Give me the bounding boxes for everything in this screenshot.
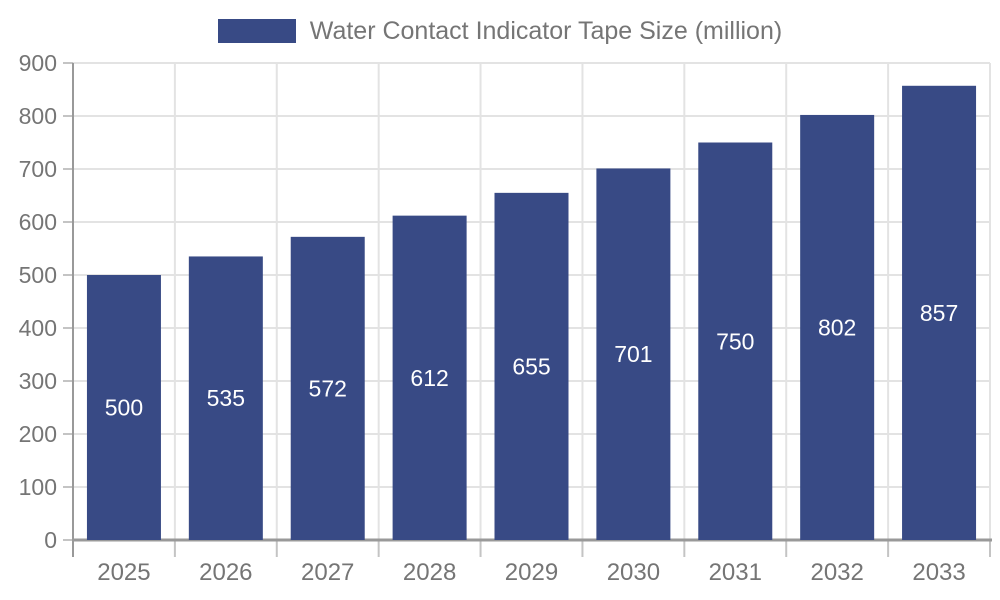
bar-value-label-2029: 655 (512, 353, 550, 379)
bar-2028[interactable] (392, 215, 467, 540)
legend-swatch (217, 19, 296, 43)
x-tick-label-2033: 2033 (912, 559, 965, 586)
bar-2027[interactable] (290, 236, 365, 540)
x-tick-label-2029: 2029 (505, 559, 558, 586)
y-tick-label: 800 (19, 103, 57, 129)
legend-label: Water Contact Indicator Tape Size (milli… (309, 17, 783, 45)
y-tick-label: 500 (19, 262, 57, 288)
bar-value-label-2027: 572 (309, 375, 347, 401)
y-tick-label: 600 (19, 209, 57, 235)
bar-value-label-2025: 500 (105, 395, 143, 421)
y-tick-label: 100 (19, 474, 57, 500)
x-tick-label-2030: 2030 (607, 559, 660, 586)
bar-value-label-2026: 535 (207, 385, 245, 411)
x-tick-label-2032: 2032 (810, 559, 863, 586)
x-tick-label-2025: 2025 (97, 559, 150, 586)
bar-2030[interactable] (596, 168, 671, 540)
bar-value-label-2030: 701 (614, 341, 652, 367)
y-tick-label: 900 (19, 50, 57, 76)
x-tick-label-2031: 2031 (709, 559, 762, 586)
x-tick-label-2027: 2027 (301, 559, 354, 586)
y-tick-label: 300 (19, 368, 57, 394)
x-tick-label-2028: 2028 (403, 559, 456, 586)
bar-value-label-2031: 750 (716, 328, 754, 354)
y-tick-label: 0 (44, 527, 57, 553)
bar-2031[interactable] (698, 142, 773, 541)
bar-value-label-2032: 802 (818, 314, 856, 340)
x-tick-label-2026: 2026 (199, 559, 252, 586)
y-tick-label: 200 (19, 421, 57, 447)
bar-2029[interactable] (494, 192, 569, 540)
bar-2033[interactable] (902, 85, 977, 540)
bar-2032[interactable] (800, 114, 875, 540)
chart-legend[interactable]: Water Contact Indicator Tape Size (milli… (0, 16, 1000, 46)
bar-2026[interactable] (188, 256, 263, 540)
bar-2025[interactable] (86, 275, 161, 540)
y-tick-label: 700 (19, 156, 57, 182)
bar-value-label-2033: 857 (920, 300, 958, 326)
bar-value-label-2028: 612 (410, 365, 448, 391)
y-tick-label: 400 (19, 315, 57, 341)
